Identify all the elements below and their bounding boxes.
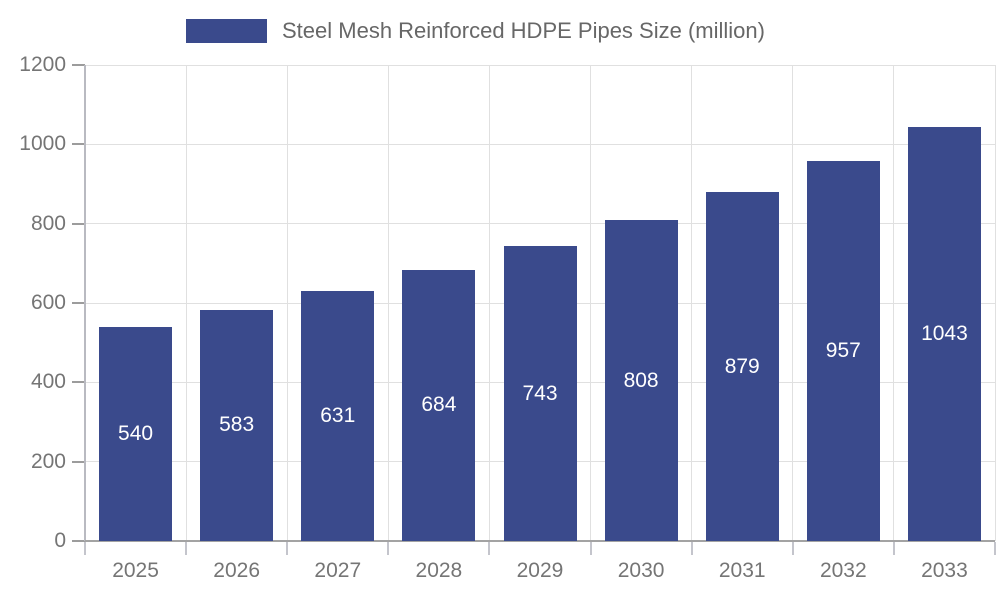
x-axis-tick bbox=[84, 542, 86, 555]
legend-item[interactable]: Steel Mesh Reinforced HDPE Pipes Size (m… bbox=[186, 18, 765, 44]
gridline-v bbox=[286, 65, 288, 541]
x-tick-label: 2029 bbox=[516, 559, 564, 582]
y-tick-label: 400 bbox=[30, 370, 66, 394]
legend-swatch bbox=[186, 19, 267, 43]
y-axis-tick bbox=[72, 143, 85, 146]
y-axis-tick bbox=[72, 460, 85, 463]
y-tick-label: 1200 bbox=[19, 53, 66, 76]
y-tick-label: 600 bbox=[30, 291, 66, 314]
y-tick-label: 0 bbox=[54, 529, 66, 552]
gridline-v bbox=[488, 65, 490, 541]
x-axis-tick bbox=[892, 542, 895, 555]
bar-value-label: 631 bbox=[320, 403, 356, 427]
gridline-h bbox=[85, 223, 995, 225]
y-axis-tick bbox=[72, 381, 85, 384]
legend-label: Steel Mesh Reinforced HDPE Pipes Size (m… bbox=[282, 18, 765, 43]
x-tick-label: 2027 bbox=[314, 559, 362, 582]
x-axis-line bbox=[85, 540, 995, 542]
bar-value-label: 1043 bbox=[921, 322, 968, 346]
y-tick-label: 1000 bbox=[19, 132, 66, 156]
gridline-v bbox=[792, 65, 794, 541]
y-tick-label: 800 bbox=[30, 211, 66, 235]
x-tick-label: 2025 bbox=[112, 559, 159, 582]
y-axis-tick bbox=[72, 540, 85, 542]
gridline-v bbox=[590, 65, 592, 541]
x-axis-tick bbox=[286, 542, 289, 555]
x-axis-tick bbox=[185, 542, 188, 555]
gridline-h bbox=[85, 143, 995, 145]
bar-2033 bbox=[907, 127, 981, 541]
x-tick-label: 2030 bbox=[617, 559, 665, 582]
bar-value-label: 583 bbox=[219, 413, 255, 437]
bar-2029 bbox=[503, 246, 577, 541]
bar-value-label: 879 bbox=[724, 354, 760, 378]
y-axis-tick bbox=[72, 222, 85, 225]
bar-value-label: 684 bbox=[421, 393, 457, 417]
bar-value-label: 540 bbox=[118, 421, 154, 445]
x-axis-tick bbox=[791, 542, 794, 555]
y-axis-tick bbox=[72, 302, 85, 304]
bar-2025 bbox=[99, 326, 173, 541]
y-axis-line bbox=[84, 65, 86, 541]
x-axis-tick bbox=[589, 542, 592, 555]
bar-2027 bbox=[301, 290, 375, 541]
bar-value-label: 957 bbox=[825, 339, 861, 363]
bar-2032 bbox=[806, 161, 880, 541]
x-tick-label: 2031 bbox=[718, 559, 766, 582]
bar-2030 bbox=[604, 220, 678, 541]
gridline-v bbox=[893, 65, 895, 541]
bar-value-label: 743 bbox=[522, 381, 558, 405]
gridline-v bbox=[387, 65, 389, 541]
gridline-v bbox=[185, 65, 187, 541]
x-tick-label: 2033 bbox=[921, 559, 968, 582]
plot-area: 0 200 400 600 800 1000 1200 540 2025 583 2026 631 20… bbox=[19, 53, 996, 582]
x-axis-tick bbox=[488, 542, 491, 555]
y-tick-label: 200 bbox=[30, 449, 66, 473]
bar-2031 bbox=[705, 192, 779, 541]
x-axis-tick bbox=[387, 542, 390, 555]
x-tick-label: 2028 bbox=[415, 559, 463, 582]
gridline-v bbox=[994, 65, 996, 541]
bar-2028 bbox=[402, 269, 476, 541]
gridline-h bbox=[85, 64, 995, 66]
x-axis-tick bbox=[994, 542, 996, 555]
x-tick-label: 2032 bbox=[819, 559, 867, 582]
x-axis-tick bbox=[690, 542, 693, 555]
bar-2026 bbox=[200, 309, 274, 541]
y-axis-tick bbox=[72, 64, 85, 66]
bar-value-label: 808 bbox=[623, 368, 659, 392]
gridline-v bbox=[691, 65, 693, 541]
x-tick-label: 2026 bbox=[213, 559, 261, 582]
